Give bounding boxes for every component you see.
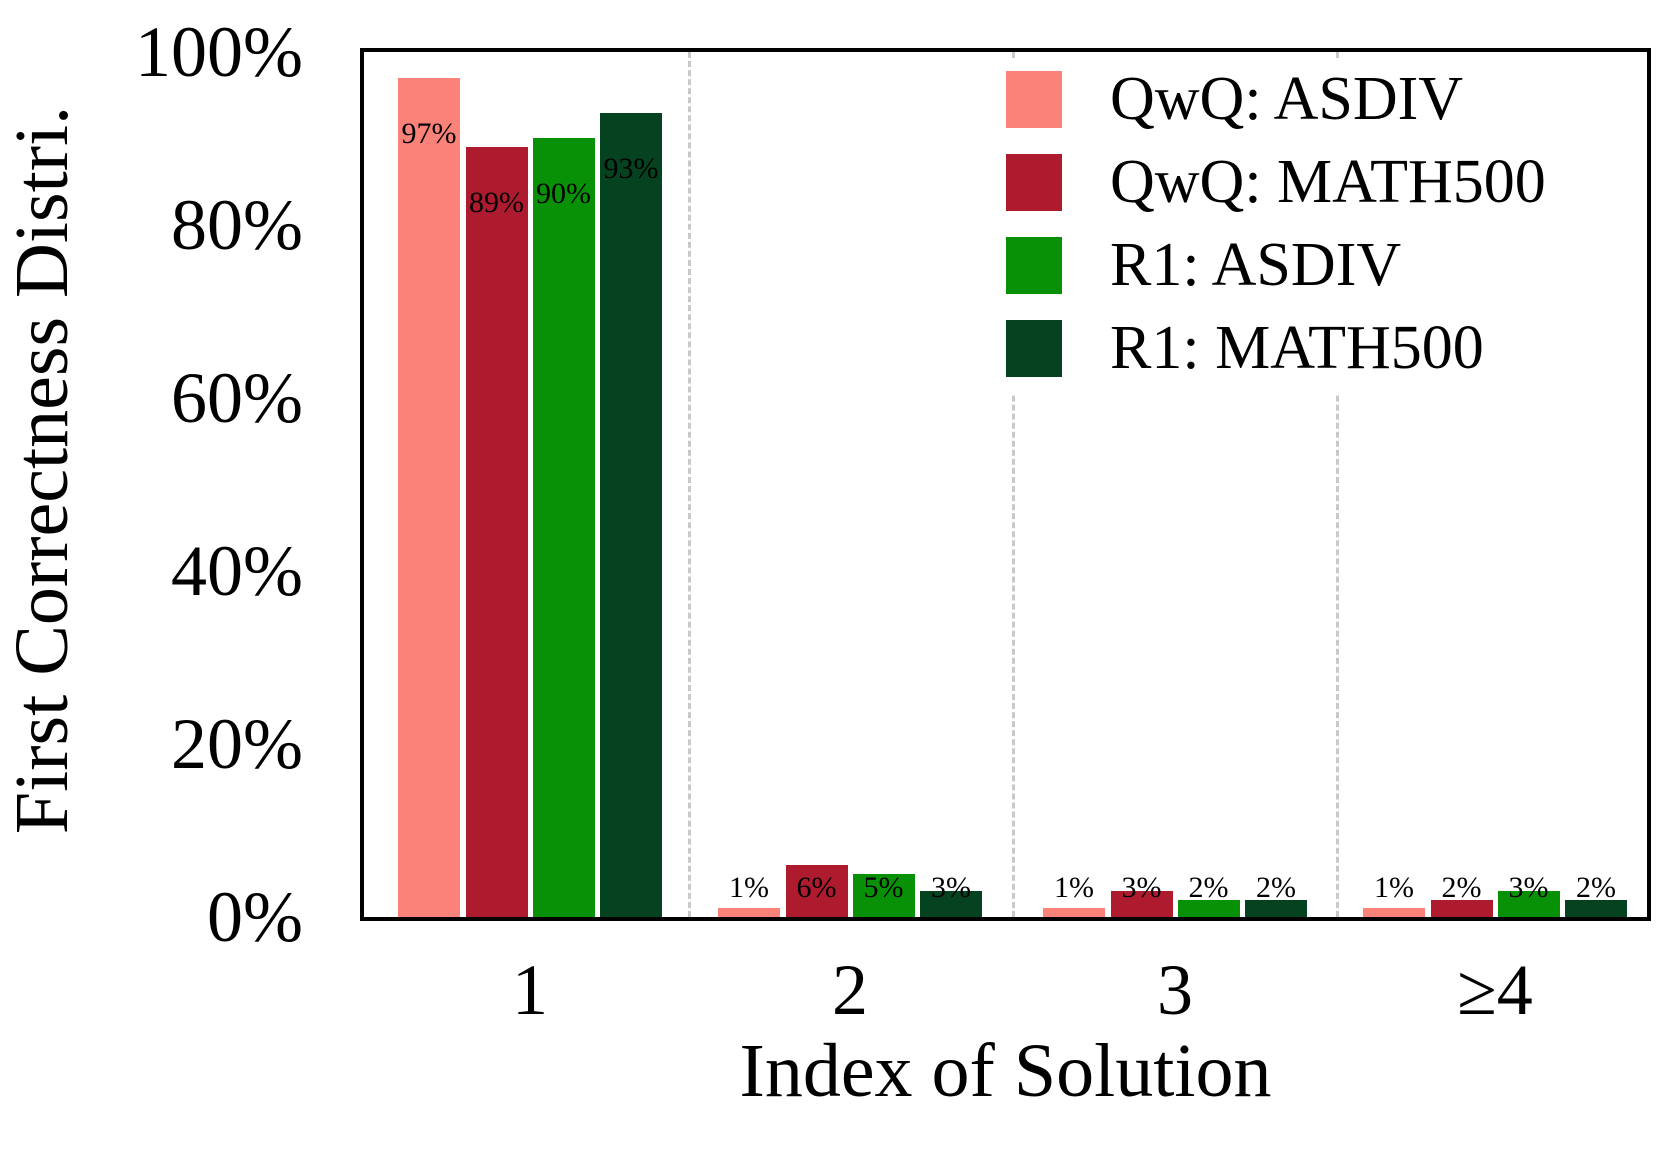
bar-qwq-asdiv-1 (398, 78, 460, 917)
group-separator-line (1012, 52, 1015, 917)
bar-value-label-qwq-math500-3: 3% (1121, 871, 1162, 904)
y-tick-label-80: 80% (171, 185, 303, 265)
x-axis-title: Index of Solution (739, 1029, 1272, 1113)
bar-r1-math500-2 (920, 891, 982, 917)
legend-label-r1-math500: R1: MATH500 (1110, 314, 1484, 382)
bar-r1-asdiv-3 (1177, 900, 1240, 917)
bar-value-label-qwq-asdiv-4: 1% (1374, 871, 1414, 904)
bar-value-label-r1-math500-3: 2% (1256, 871, 1296, 904)
bar-r1-asdiv-1 (532, 138, 595, 917)
group-separator-line (688, 52, 691, 917)
x-tick-label-2: 2 (832, 950, 868, 1030)
bar-qwq-math500-2 (785, 865, 848, 917)
bar-r1-math500-1 (600, 113, 662, 917)
group-separator-line (1336, 52, 1339, 917)
bar-r1-asdiv-4 (1497, 891, 1560, 917)
bar-value-label-qwq-math500-4: 2% (1441, 871, 1482, 904)
bar-r1-math500-3 (1245, 900, 1307, 917)
legend-swatch-r1-asdiv (1006, 236, 1062, 294)
bar-value-label-qwq-asdiv-1: 97% (401, 117, 457, 150)
legend-label-qwq-asdiv: QwQ: ASDIV (1110, 65, 1464, 133)
legend-swatch-qwq-asdiv (1006, 70, 1062, 128)
bar-value-label-qwq-math500-1: 89% (469, 186, 524, 219)
bar-value-label-r1-asdiv-3: 2% (1188, 871, 1229, 904)
legend-swatch-r1-math500 (1006, 319, 1062, 377)
bar-qwq-math500-3 (1110, 891, 1173, 917)
legend-entry-r1-asdiv: R1: ASDIV (1006, 230, 1546, 300)
legend-entry-qwq-asdiv: QwQ: ASDIV (1006, 64, 1546, 134)
bar-r1-math500-4 (1565, 900, 1627, 917)
bar-value-label-r1-math500-1: 93% (603, 152, 659, 185)
bar-value-label-r1-asdiv-4: 3% (1508, 871, 1549, 904)
bar-value-label-r1-math500-2: 3% (931, 871, 971, 904)
y-tick-label-60: 60% (171, 358, 303, 438)
y-tick-label-40: 40% (171, 531, 303, 611)
x-tick-label-1: 1 (512, 950, 548, 1030)
bar-qwq-math500-1 (465, 147, 528, 917)
legend-label-r1-asdiv: R1: ASDIV (1110, 231, 1402, 299)
bar-qwq-asdiv-3 (1043, 908, 1105, 917)
y-tick-label-100: 100% (135, 12, 303, 92)
bar-r1-asdiv-2 (852, 874, 915, 917)
legend: QwQ: ASDIV QwQ: MATH500 R1: ASDIV R1: MATH5… (1002, 60, 1560, 393)
x-tick-label-4: ≥4 (1457, 950, 1533, 1030)
y-tick-label-0: 0% (207, 877, 303, 957)
bar-value-label-qwq-asdiv-2: 1% (729, 871, 769, 904)
bar-qwq-asdiv-4 (1363, 908, 1425, 917)
bar-value-label-r1-asdiv-1: 90% (536, 177, 591, 210)
bar-value-label-qwq-math500-2: 6% (796, 871, 837, 904)
y-tick-label-20: 20% (171, 704, 303, 784)
legend-swatch-qwq-math500 (1006, 153, 1062, 211)
legend-entry-qwq-math500: QwQ: MATH500 (1006, 147, 1546, 217)
bar-qwq-asdiv-2 (718, 908, 780, 917)
legend-label-qwq-math500: QwQ: MATH500 (1110, 148, 1546, 216)
legend-entry-r1-math500: R1: MATH500 (1006, 313, 1546, 383)
bar-value-label-qwq-asdiv-3: 1% (1054, 871, 1094, 904)
bar-qwq-math500-4 (1430, 900, 1493, 917)
plot-area: 97% 1% 1% 1% 89% 6% 3% 2% 90% 5% 2% 3% 93% 3% 2% 2% QwQ:… (360, 48, 1651, 921)
bar-value-label-r1-asdiv-2: 5% (863, 871, 904, 904)
x-tick-label-3: 3 (1157, 950, 1193, 1030)
bar-value-label-r1-math500-4: 2% (1576, 871, 1616, 904)
